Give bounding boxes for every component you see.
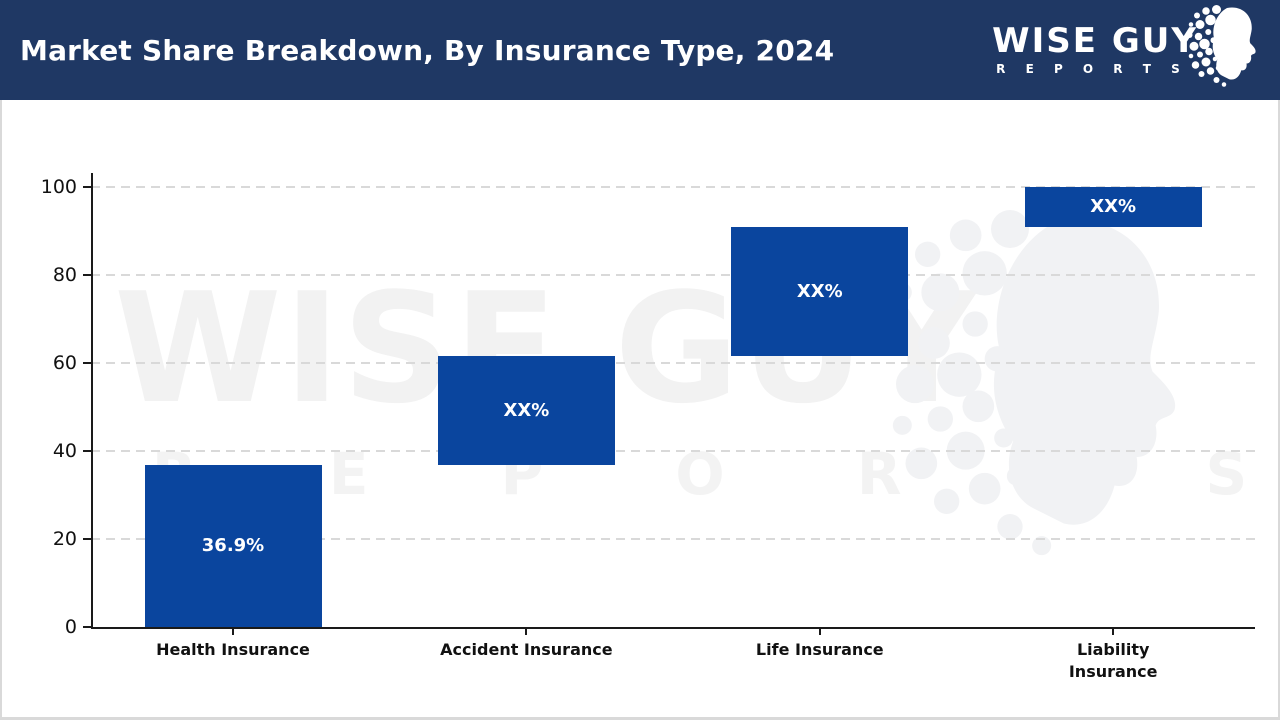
x-axis-label-0: Health Insurance [156,640,310,659]
bar-health-insurance: 36.9% [144,464,322,627]
gridline-40 [91,450,1255,452]
y-axis-line [91,173,93,629]
x-tick-mark-3 [1112,627,1115,635]
brand-logo-text: WISE GUY R E P O R T S [992,24,1198,76]
bar-life-insurance: XX% [731,226,909,357]
bar-value-label: XX% [1090,196,1137,218]
y-tick-mark-0 [83,626,91,628]
y-tick-mark-40 [83,450,91,452]
y-tick-mark-80 [83,274,91,276]
x-tick-mark-2 [818,627,821,635]
bar-liability-insurance: XX% [1024,187,1202,227]
x-axis-label-2: Life Insurance [755,640,884,659]
y-tick-label-20: 20 [52,528,77,550]
y-tick-label-80: 80 [52,264,77,286]
gridline-100 [91,186,1255,188]
y-tick-label-0: 0 [64,616,77,638]
brand-subtitle: R E P O R T S [996,62,1188,76]
bar-accident-insurance: XX% [437,356,615,465]
x-tick-mark-1 [525,627,528,635]
y-tick-label-60: 60 [52,352,77,374]
y-tick-label-40: 40 [52,440,77,462]
gridline-60 [91,362,1255,364]
y-tick-label-100: 100 [40,176,77,198]
gridline-20 [91,538,1255,540]
x-axis-label-3: Liability Insurance [1068,640,1158,681]
y-tick-mark-100 [83,186,91,188]
bar-value-label: 36.9% [201,535,265,557]
x-axis-line [91,627,1255,629]
y-tick-mark-20 [83,538,91,540]
x-tick-mark-0 [232,627,234,635]
x-axis-label-1: Accident Insurance [440,640,613,659]
header: Market Share Breakdown, By Insurance Typ… [0,0,1280,100]
bar-value-label: XX% [796,280,843,302]
dotted-head-icon [1186,5,1256,87]
gridline-80 [91,274,1255,276]
chart-area: WISE GUY R E P O R T S 0 20 40 60 80 100 36.9%… [2,100,1278,717]
watermark-head-icon [883,210,1176,556]
brand-name: WISE GUY [992,21,1198,61]
page-title: Market Share Breakdown, By Insurance Typ… [20,33,835,67]
y-tick-mark-60 [83,362,91,364]
bar-value-label: XX% [503,400,550,421]
brand-logo: WISE GUY R E P O R T S [992,5,1266,95]
